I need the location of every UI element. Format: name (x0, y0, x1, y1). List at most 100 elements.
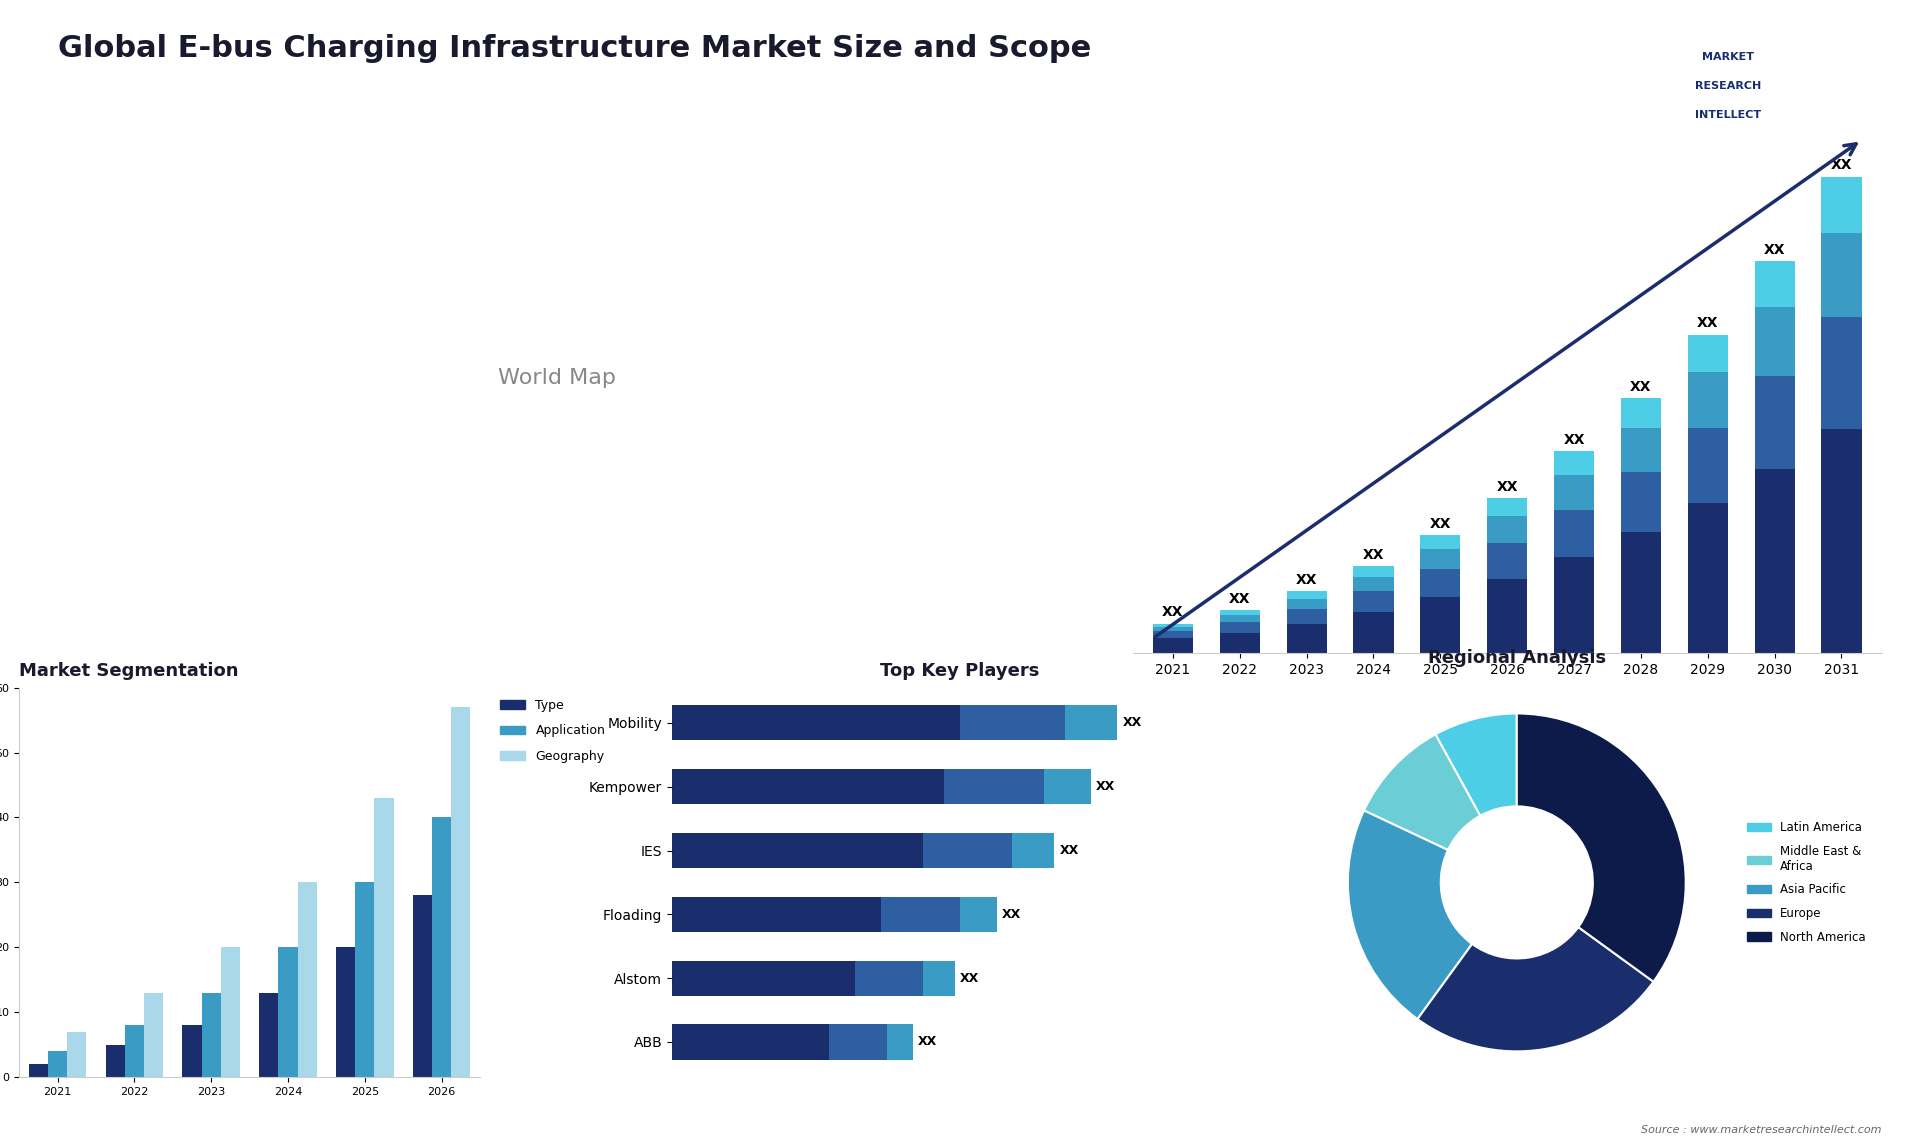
Bar (881, 897, 960, 932)
Bar (924, 960, 954, 996)
Bar (1286, 609, 1327, 623)
Text: XX: XX (1630, 379, 1651, 394)
Title: Top Key Players: Top Key Players (879, 662, 1041, 681)
Legend: Latin America, Middle East &
Africa, Asia Pacific, Europe, North America: Latin America, Middle East & Africa, Asi… (1741, 816, 1870, 949)
Bar (1286, 623, 1327, 653)
Bar (413, 895, 432, 1077)
Bar (1488, 516, 1526, 542)
Text: XX: XX (1832, 158, 1853, 172)
Bar (1354, 566, 1394, 576)
Bar (1354, 576, 1394, 591)
Bar (1066, 705, 1117, 740)
Bar (374, 798, 394, 1077)
Bar (1152, 623, 1192, 627)
Text: Market Segmentation: Market Segmentation (19, 662, 238, 681)
Bar (48, 1051, 67, 1077)
Bar (144, 992, 163, 1077)
Wedge shape (1436, 714, 1517, 816)
Bar (355, 882, 374, 1077)
Bar (1488, 542, 1526, 580)
Bar (336, 948, 355, 1077)
Bar (1152, 638, 1192, 653)
Bar (1286, 591, 1327, 598)
Bar (1421, 597, 1461, 653)
Text: XX: XX (1096, 780, 1116, 793)
Bar (1620, 532, 1661, 653)
Bar (1219, 615, 1260, 622)
Bar (432, 817, 451, 1077)
Wedge shape (1348, 810, 1473, 1019)
Bar (960, 897, 996, 932)
Bar (1044, 769, 1091, 804)
Bar (1620, 398, 1661, 427)
Bar (278, 948, 298, 1077)
Bar (1620, 427, 1661, 472)
Bar (945, 769, 1044, 804)
Bar (451, 707, 470, 1077)
Text: INTELLECT: INTELLECT (1695, 110, 1761, 119)
Text: XX: XX (1229, 592, 1250, 606)
Bar (1286, 598, 1327, 609)
Bar (1152, 631, 1192, 638)
Bar (1755, 469, 1795, 653)
Bar (67, 1031, 86, 1077)
Text: XX: XX (1123, 716, 1142, 729)
Bar (1688, 335, 1728, 371)
Bar (672, 833, 924, 868)
Bar (672, 705, 960, 740)
Bar (672, 1025, 829, 1060)
Bar (672, 897, 881, 932)
Text: World Map: World Map (497, 368, 616, 388)
Bar (672, 960, 854, 996)
Bar (1012, 833, 1054, 868)
Wedge shape (1517, 714, 1686, 982)
Bar (1421, 570, 1461, 597)
Bar (259, 992, 278, 1077)
Bar (1553, 452, 1594, 474)
Bar (182, 1026, 202, 1077)
Bar (1688, 371, 1728, 427)
Text: XX: XX (960, 972, 979, 984)
Text: Source : www.marketresearchintellect.com: Source : www.marketresearchintellect.com (1642, 1124, 1882, 1135)
Text: XX: XX (1060, 843, 1079, 857)
Wedge shape (1417, 927, 1653, 1051)
Bar (924, 833, 1012, 868)
Bar (1152, 627, 1192, 631)
Bar (1488, 499, 1526, 516)
Bar (1822, 233, 1862, 317)
Text: XX: XX (1162, 605, 1183, 619)
Bar (1354, 591, 1394, 612)
Bar (1688, 427, 1728, 503)
Bar (29, 1065, 48, 1077)
Bar (106, 1045, 125, 1077)
Bar (1755, 376, 1795, 469)
Wedge shape (1363, 735, 1480, 850)
Bar (298, 882, 317, 1077)
Text: Global E-bus Charging Infrastructure Market Size and Scope: Global E-bus Charging Infrastructure Mar… (58, 34, 1091, 63)
Bar (1688, 503, 1728, 653)
Bar (202, 992, 221, 1077)
Text: XX: XX (1563, 433, 1584, 447)
Bar (1354, 612, 1394, 653)
Text: XX: XX (1296, 573, 1317, 587)
Text: XX: XX (1764, 243, 1786, 257)
Bar (887, 1025, 912, 1060)
Bar (1219, 622, 1260, 633)
Text: RESEARCH: RESEARCH (1695, 81, 1761, 91)
Bar (1620, 472, 1661, 532)
Bar (1488, 580, 1526, 653)
Bar (960, 705, 1066, 740)
Bar (1553, 474, 1594, 510)
Text: XX: XX (1430, 517, 1452, 531)
Bar (854, 960, 924, 996)
Text: XX: XX (1496, 480, 1519, 494)
Bar (1421, 535, 1461, 549)
Bar (1553, 557, 1594, 653)
Text: XX: XX (1363, 548, 1384, 562)
Bar (1553, 510, 1594, 557)
Title: Regional Analysis: Regional Analysis (1428, 649, 1605, 667)
Bar (1822, 176, 1862, 233)
Bar (1755, 307, 1795, 376)
Legend: Type, Application, Geography: Type, Application, Geography (495, 693, 611, 768)
Text: XX: XX (1697, 316, 1718, 330)
